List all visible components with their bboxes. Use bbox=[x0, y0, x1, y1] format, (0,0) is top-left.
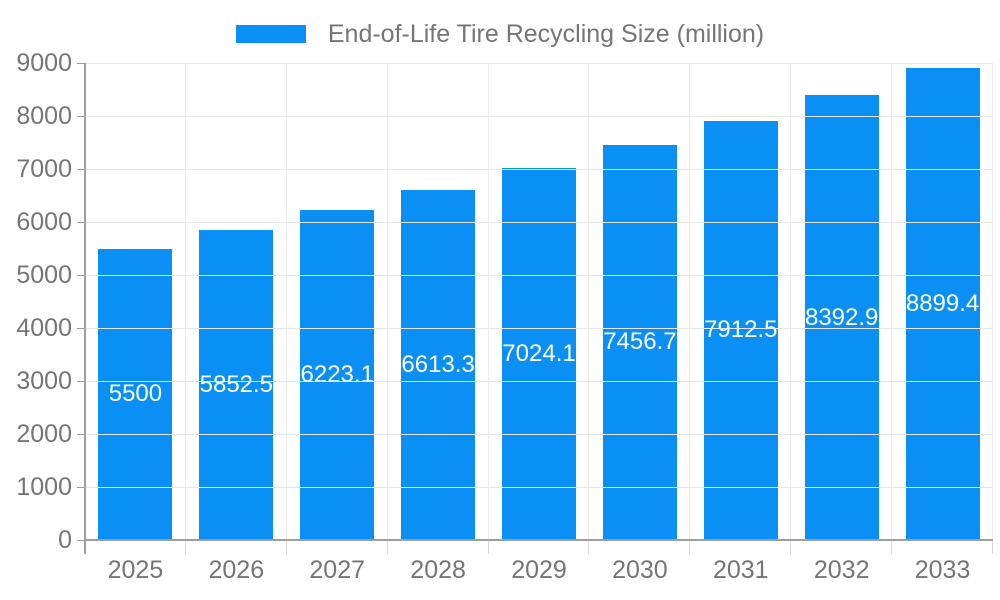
bar-category: 6613.3 bbox=[388, 63, 489, 540]
v-gridline bbox=[891, 63, 893, 540]
x-axis-tick bbox=[386, 541, 388, 554]
x-axis-label: 2033 bbox=[914, 556, 971, 584]
legend-label: End-of-Life Tire Recycling Size (million… bbox=[327, 19, 765, 48]
y-axis-tick bbox=[77, 487, 85, 488]
x-axis-label: 2029 bbox=[511, 556, 567, 584]
h-gridline bbox=[85, 169, 993, 170]
h-gridline bbox=[85, 221, 993, 223]
bar-value-label: 7456.7 bbox=[603, 328, 677, 356]
bar-category: 7456.7 bbox=[589, 63, 690, 540]
bar-value-label: 5500 bbox=[108, 380, 163, 408]
bar[interactable]: 8899.4 bbox=[905, 68, 980, 540]
y-axis-label: 8000 bbox=[16, 102, 72, 130]
v-gridline bbox=[386, 63, 388, 540]
y-axis-label: 3000 bbox=[16, 367, 72, 395]
x-axis-label: 2032 bbox=[813, 556, 870, 584]
h-gridline bbox=[85, 275, 993, 276]
y-axis-label: 9000 bbox=[16, 49, 72, 77]
bar[interactable]: 7912.5 bbox=[703, 120, 778, 540]
x-axis-label: 2026 bbox=[208, 556, 265, 584]
bar[interactable]: 5852.5 bbox=[199, 229, 274, 540]
bars-container: 5500 5852.5 6223.1 6613.3 7024.1 7456.7 7912.5… bbox=[85, 63, 993, 540]
y-axis-label: 6000 bbox=[16, 208, 72, 236]
bar[interactable]: 6223.1 bbox=[300, 210, 375, 540]
h-gridline bbox=[85, 328, 993, 329]
y-axis-label: 2000 bbox=[16, 420, 72, 448]
x-axis-label: 2025 bbox=[107, 556, 164, 584]
x-axis-tick bbox=[891, 541, 893, 554]
bar-value-label: 7024.1 bbox=[502, 339, 576, 367]
v-gridline bbox=[790, 63, 792, 540]
y-axis-label: 7000 bbox=[16, 155, 72, 183]
x-axis-label: 2031 bbox=[712, 556, 769, 584]
y-axis-label: 4000 bbox=[16, 314, 72, 342]
x-axis-labels: 2025 2026 2027 2028 2029 2030 2031 2032 2033 bbox=[85, 556, 993, 585]
bar-category: 5500 bbox=[85, 63, 186, 540]
y-axis-label: 0 bbox=[58, 526, 72, 554]
y-axis-tick bbox=[77, 381, 85, 382]
bar-value-label: 5852.5 bbox=[199, 370, 274, 398]
v-gridline bbox=[285, 63, 287, 540]
x-axis-label: 2028 bbox=[410, 556, 466, 584]
plot-area: 5500 5852.5 6223.1 6613.3 7024.1 7456.7 7912.5… bbox=[85, 63, 993, 540]
bar[interactable]: 7024.1 bbox=[502, 167, 576, 540]
bar[interactable]: 5500 bbox=[98, 248, 173, 540]
v-gridline bbox=[588, 63, 590, 540]
bar-category: 8392.9 bbox=[791, 63, 892, 540]
y-axis-label: 1000 bbox=[16, 473, 72, 501]
y-axis-tick bbox=[77, 434, 85, 435]
x-axis-tick bbox=[184, 541, 186, 554]
y-axis-tick bbox=[77, 540, 85, 541]
x-axis-tick bbox=[487, 541, 489, 554]
y-axis-label: 5000 bbox=[16, 261, 72, 289]
x-axis-tick bbox=[285, 541, 287, 554]
y-axis-tick bbox=[77, 328, 85, 329]
x-axis-label: 2030 bbox=[612, 556, 668, 584]
bar-value-label: 8392.9 bbox=[804, 303, 879, 331]
y-axis-tick bbox=[77, 63, 85, 64]
legend-swatch-icon bbox=[235, 25, 306, 43]
h-gridline bbox=[85, 434, 993, 435]
bar-value-label: 6223.1 bbox=[300, 361, 374, 389]
h-gridline bbox=[85, 487, 993, 488]
x-axis-tick bbox=[588, 541, 590, 554]
h-gridline bbox=[85, 116, 993, 117]
bar-category: 7912.5 bbox=[690, 63, 791, 540]
y-axis-line bbox=[84, 63, 86, 554]
x-axis-label: 2027 bbox=[309, 556, 366, 584]
legend[interactable]: End-of-Life Tire Recycling Size (million… bbox=[0, 17, 1000, 51]
bar[interactable]: 7456.7 bbox=[602, 144, 677, 540]
bar-value-label: 6613.3 bbox=[401, 350, 475, 378]
bar-category: 7024.1 bbox=[489, 63, 590, 540]
x-axis-tick bbox=[790, 541, 792, 554]
x-axis-line bbox=[85, 539, 993, 541]
y-axis-tick bbox=[77, 222, 85, 223]
h-gridline bbox=[85, 63, 993, 64]
y-axis-tick bbox=[77, 275, 85, 276]
y-axis-tick bbox=[77, 169, 85, 170]
y-axis-tick bbox=[77, 116, 85, 117]
v-gridline bbox=[184, 63, 186, 540]
bar[interactable]: 6613.3 bbox=[401, 189, 476, 540]
v-gridline bbox=[689, 63, 691, 540]
x-axis-tick bbox=[689, 541, 691, 554]
bar-category: 5852.5 bbox=[186, 63, 287, 540]
bar-category: 6223.1 bbox=[287, 63, 388, 540]
h-gridline bbox=[85, 380, 993, 382]
v-gridline bbox=[992, 63, 993, 540]
bar-value-label: 7912.5 bbox=[704, 316, 778, 344]
bar[interactable]: 8392.9 bbox=[804, 95, 879, 540]
x-axis-tick bbox=[992, 541, 993, 554]
bar-value-label: 8899.4 bbox=[905, 290, 980, 318]
v-gridline bbox=[487, 63, 489, 540]
bar-category: 8899.4 bbox=[892, 63, 993, 540]
